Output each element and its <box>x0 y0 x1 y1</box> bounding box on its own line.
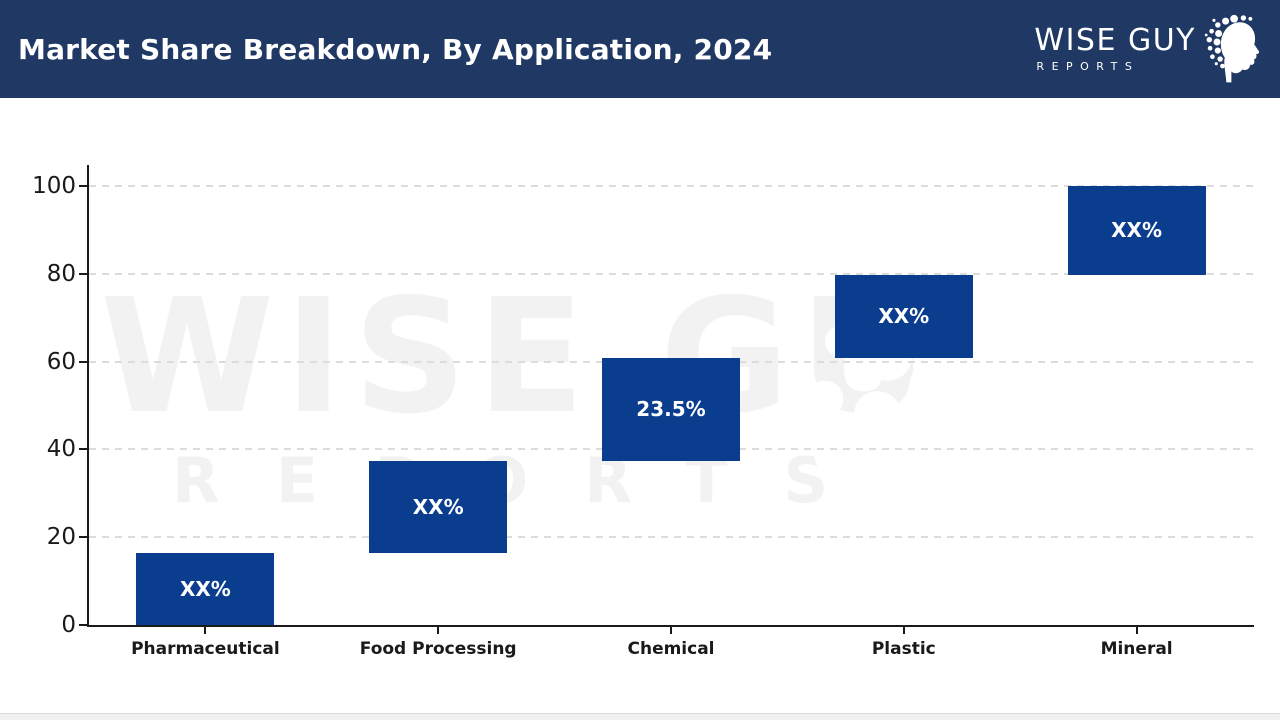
footer-strip <box>0 714 1280 720</box>
y-tick-mark <box>79 272 87 275</box>
bar-value-label: XX% <box>878 304 930 329</box>
y-tick-mark <box>79 360 87 363</box>
y-tick-label: 100 <box>32 173 76 199</box>
bar-mineral: XX% <box>1067 186 1206 275</box>
bar-value-label: XX% <box>179 576 231 601</box>
brand-logo: WISE GUY REPORTS <box>1034 10 1262 88</box>
y-tick-mark <box>79 624 87 626</box>
bar-value-label: XX% <box>412 494 464 519</box>
brand-subtitle: REPORTS <box>1036 59 1140 73</box>
bar-value-label: XX% <box>1111 218 1163 243</box>
page-title: Market Share Breakdown, By Application, … <box>18 32 773 66</box>
bar-plastic: XX% <box>834 274 973 358</box>
y-tick-mark <box>79 448 87 451</box>
x-axis-category-label: Plastic <box>871 639 936 659</box>
x-axis-category-label: Mineral <box>1100 639 1173 659</box>
y-tick-label: 80 <box>46 260 76 287</box>
bar-chemical: 23.5% <box>602 357 740 461</box>
brand-logo-text: WISE GUY REPORTS <box>1034 22 1196 73</box>
y-tick-label: 20 <box>46 524 76 551</box>
x-tick-mark <box>437 627 440 634</box>
y-tick-label: 0 <box>61 612 76 638</box>
gridline-20 <box>89 536 1253 539</box>
y-tick-mark <box>79 536 87 539</box>
x-axis-category-label: Food Processing <box>359 639 517 659</box>
bar-food-processing: XX% <box>369 460 508 553</box>
y-tick-mark <box>79 185 87 187</box>
y-tick-label: 60 <box>46 348 76 375</box>
x-axis-category-label: Chemical <box>627 639 715 659</box>
gridline-100 <box>89 185 1253 187</box>
bar-pharmaceutical: XX% <box>136 552 275 625</box>
x-axis-line <box>87 625 1254 627</box>
header: Market Share Breakdown, By Application, … <box>0 0 1280 98</box>
y-axis-line <box>87 165 89 627</box>
x-tick-mark <box>670 627 672 634</box>
gridline-80 <box>89 272 1253 275</box>
brand-name: WISE GUY <box>1034 22 1196 58</box>
footer-divider <box>0 713 1280 714</box>
x-axis-category-label: Pharmaceutical <box>131 639 280 659</box>
x-tick-mark <box>1135 627 1138 634</box>
brand-face-icon <box>1204 14 1260 83</box>
bar-value-label: 23.5% <box>636 397 706 422</box>
x-tick-mark <box>204 627 207 634</box>
y-tick-label: 40 <box>46 436 76 463</box>
x-tick-mark <box>902 627 905 634</box>
